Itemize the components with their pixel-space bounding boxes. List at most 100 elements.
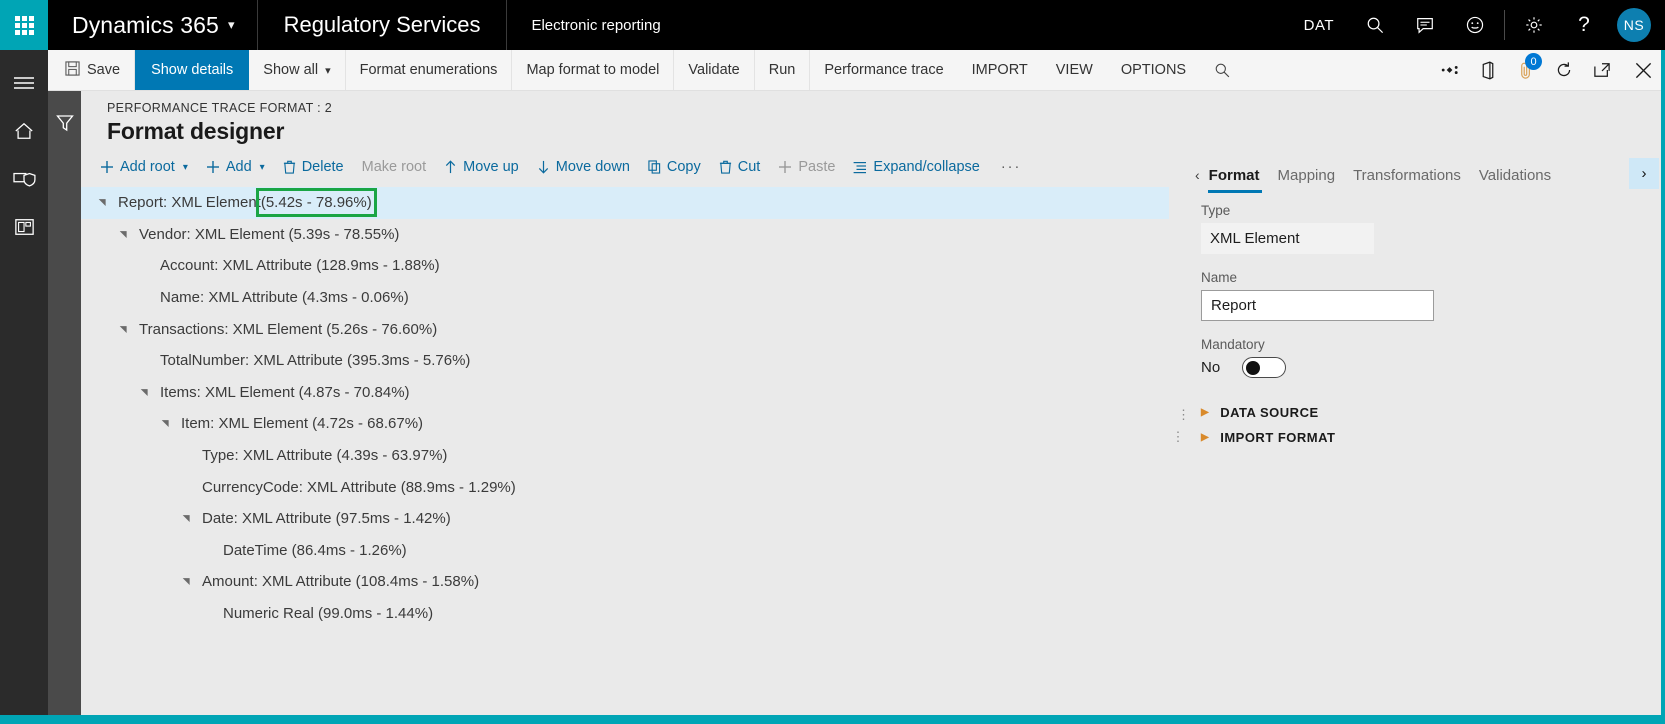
- section-data-source[interactable]: ▶ DATA SOURCE: [1201, 400, 1665, 425]
- tree-caret-expanded-icon[interactable]: ◢: [117, 325, 128, 333]
- save-label: Save: [87, 62, 121, 78]
- module-name[interactable]: Regulatory Services: [258, 0, 508, 50]
- property-form: Type XML Element Name Report Mandatory N…: [1187, 193, 1665, 450]
- tree-row[interactable]: ◢Numeric Real (99.0ms - 1.44%): [81, 598, 1169, 630]
- tab-format[interactable]: Format: [1206, 167, 1275, 193]
- tree-row[interactable]: ◢CurrencyCode: XML Attribute (88.9ms - 1…: [81, 471, 1169, 503]
- attachment-icon[interactable]: 0: [1507, 50, 1545, 90]
- show-all-label: Show all: [263, 62, 319, 78]
- search-icon[interactable]: [1200, 50, 1244, 90]
- feedback-smiley-icon[interactable]: [1450, 0, 1500, 50]
- paste-label: Paste: [798, 159, 836, 175]
- tree-row[interactable]: ◢ Transactions: XML Element (5.26s - 76.6…: [81, 313, 1169, 345]
- tab-validations[interactable]: Validations: [1476, 167, 1566, 193]
- hamburger-menu-icon[interactable]: [0, 62, 48, 104]
- tab-import[interactable]: IMPORT: [958, 50, 1042, 90]
- format-enumerations-button[interactable]: Format enumerations: [346, 50, 513, 90]
- nav-spacer: [685, 0, 1288, 50]
- gear-icon[interactable]: [1509, 0, 1559, 50]
- run-button[interactable]: Run: [755, 50, 811, 90]
- add-button[interactable]: Add ▾: [197, 155, 274, 179]
- flow-link-icon[interactable]: [1431, 50, 1469, 90]
- tree-caret-expanded-icon[interactable]: ◢: [180, 578, 191, 586]
- section-import-format[interactable]: ▶ IMPORT FORMAT: [1201, 425, 1665, 450]
- property-pane-grip[interactable]: ⋮: [1177, 407, 1190, 422]
- help-icon[interactable]: ?: [1578, 13, 1590, 36]
- filter-funnel-icon[interactable]: [55, 113, 75, 724]
- map-format-to-model-button[interactable]: Map format to model: [512, 50, 675, 90]
- pane-resize-grip[interactable]: ⋮: [1171, 428, 1185, 444]
- add-root-label: Add root: [120, 159, 175, 175]
- chevron-right-icon[interactable]: ›: [1629, 158, 1659, 189]
- tree-row[interactable]: ◢TotalNumber: XML Attribute (395.3ms - 5…: [81, 345, 1169, 377]
- main-panel: PERFORMANCE TRACE FORMAT : 2 Format desi…: [81, 91, 1665, 724]
- tree-caret-expanded-icon[interactable]: ◢: [96, 199, 107, 207]
- search-icon[interactable]: [1350, 0, 1400, 50]
- company-selector[interactable]: DAT: [1288, 17, 1350, 34]
- cut-label: Cut: [737, 159, 761, 175]
- refresh-icon[interactable]: [1545, 50, 1583, 90]
- tab-view[interactable]: VIEW: [1042, 50, 1107, 90]
- tree-row[interactable]: ◢DateTime (86.4ms - 1.26%): [81, 535, 1169, 567]
- tree-caret-expanded-icon[interactable]: ◢: [159, 420, 170, 428]
- performance-trace-button[interactable]: Performance trace: [810, 50, 957, 90]
- office-app-icon[interactable]: [1469, 50, 1507, 90]
- tree-caret-expanded-icon[interactable]: ◢: [138, 388, 149, 396]
- tree-row[interactable]: ◢ Items: XML Element (4.87s - 70.84%): [81, 377, 1169, 409]
- tree-row[interactable]: ◢ Date: XML Attribute (97.5ms - 1.42%): [81, 503, 1169, 535]
- save-button[interactable]: Save: [48, 50, 136, 90]
- toolbar-overflow-button[interactable]: ···: [1000, 159, 1022, 175]
- move-down-button[interactable]: Move down: [528, 155, 639, 179]
- toggle-knob: [1246, 360, 1261, 375]
- tree-row-label: Vendor: XML Element (5.39s - 78.55%): [139, 225, 400, 243]
- tab-mapping[interactable]: Mapping: [1275, 167, 1351, 193]
- chevron-down-icon: ▾: [325, 64, 331, 77]
- tab-mapping-label: Mapping: [1277, 167, 1336, 184]
- tree-row[interactable]: ◢Name: XML Attribute (4.3ms - 0.06%): [81, 282, 1169, 314]
- avatar[interactable]: NS: [1617, 8, 1651, 42]
- message-icon[interactable]: [1400, 0, 1450, 50]
- command-bar-spacer: [1244, 50, 1431, 90]
- show-all-button[interactable]: Show all ▾: [249, 50, 346, 90]
- options-label: OPTIONS: [1120, 62, 1187, 78]
- app-launcher-icon[interactable]: [0, 0, 48, 50]
- move-up-button[interactable]: Move up: [435, 155, 528, 179]
- content-area: Save Show details Show all ▾ Format enum…: [48, 50, 1665, 724]
- tree-row[interactable]: ◢ Amount: XML Attribute (108.4ms - 1.58%): [81, 566, 1169, 598]
- brand-label: Dynamics 365: [72, 11, 219, 38]
- name-input[interactable]: Report: [1201, 290, 1434, 321]
- tree-caret-expanded-icon[interactable]: ◢: [180, 515, 191, 523]
- tab-options[interactable]: OPTIONS: [1107, 50, 1200, 90]
- chevron-right-icon: ▶: [1201, 432, 1210, 443]
- arrow-down-icon: [537, 160, 550, 174]
- tree-caret-expanded-icon[interactable]: ◢: [117, 230, 128, 238]
- tree-row[interactable]: ◢Type: XML Attribute (4.39s - 63.97%): [81, 440, 1169, 472]
- validate-button[interactable]: Validate: [674, 50, 755, 90]
- plus-icon: [100, 160, 114, 174]
- module-window-icon[interactable]: [0, 206, 48, 248]
- tree-row[interactable]: ◢ Vendor: XML Element (5.39s - 78.55%): [81, 219, 1169, 251]
- add-root-button[interactable]: Add root ▾: [91, 155, 197, 179]
- tree-row-label: Numeric Real (99.0ms - 1.44%): [223, 605, 434, 623]
- popout-icon[interactable]: [1583, 50, 1621, 90]
- tab-transformations-label: Transformations: [1353, 167, 1461, 184]
- cut-button[interactable]: Cut: [710, 155, 770, 179]
- brand-dynamics365[interactable]: Dynamics 365 ▾: [48, 0, 258, 50]
- workspace-shield-icon[interactable]: [0, 158, 48, 200]
- home-icon[interactable]: [0, 110, 48, 152]
- close-icon[interactable]: [1621, 50, 1665, 90]
- chevron-left-icon[interactable]: ‹: [1195, 167, 1200, 183]
- mandatory-toggle[interactable]: [1242, 357, 1287, 378]
- tree-row[interactable]: ◢Account: XML Attribute (128.9ms - 1.88%…: [81, 250, 1169, 282]
- delete-button[interactable]: Delete: [274, 155, 353, 179]
- splitter: Add root ▾ Add ▾ Delet: [81, 149, 1665, 724]
- tab-transformations[interactable]: Transformations: [1350, 167, 1476, 193]
- copy-button[interactable]: Copy: [639, 155, 710, 179]
- tree-row[interactable]: ◢ Report: XML Element (5.42s - 78.96%): [81, 187, 1169, 219]
- tree-row[interactable]: ◢ Item: XML Element (4.72s - 68.67%): [81, 408, 1169, 440]
- show-details-button[interactable]: Show details: [135, 50, 250, 90]
- tree-row-label: Date: XML Attribute (97.5ms - 1.42%): [202, 510, 451, 528]
- expand-collapse-button[interactable]: Expand/collapse: [844, 155, 988, 179]
- arrow-up-icon: [444, 160, 457, 174]
- breadcrumb[interactable]: Electronic reporting: [507, 0, 684, 50]
